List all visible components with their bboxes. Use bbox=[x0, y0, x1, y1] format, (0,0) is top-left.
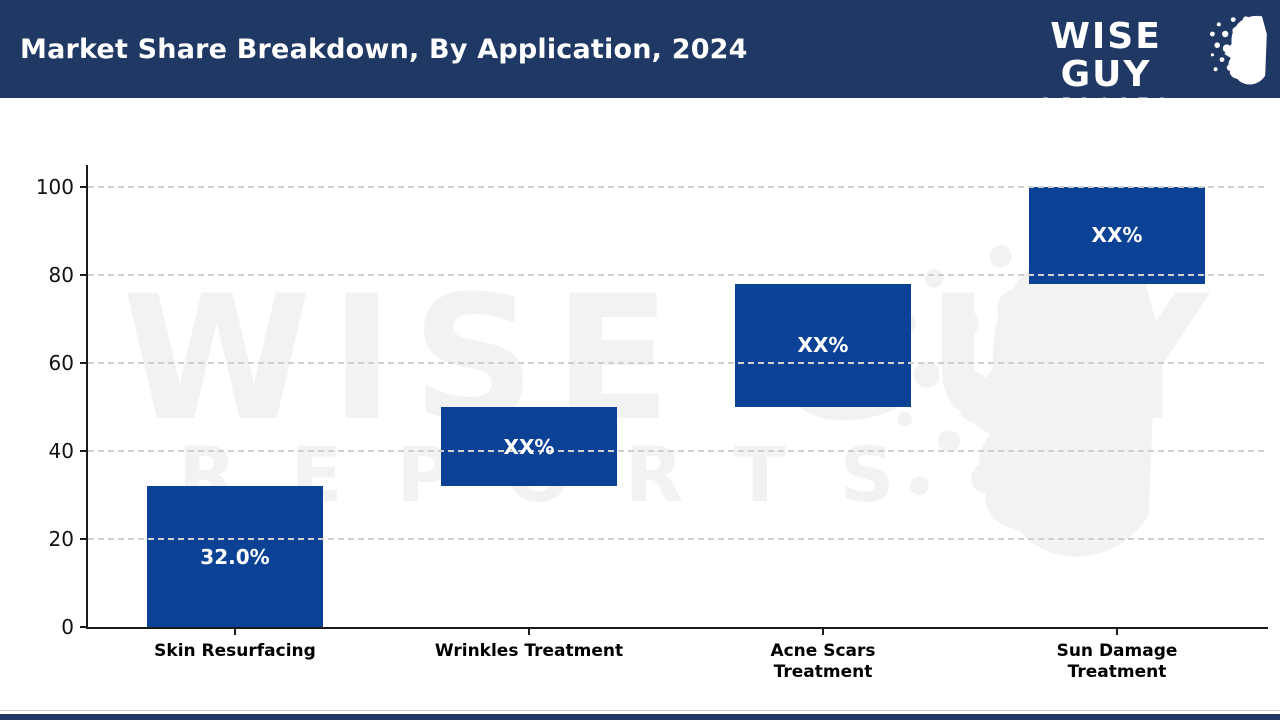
footer-divider bbox=[0, 710, 1280, 711]
gridline-y60 bbox=[88, 362, 1264, 364]
bar-value-label: XX% bbox=[503, 434, 555, 459]
gridline-y40 bbox=[88, 450, 1264, 452]
y-tick bbox=[80, 626, 87, 628]
y-axis-label: 40 bbox=[48, 439, 74, 463]
y-tick bbox=[80, 186, 87, 188]
y-axis-label: 80 bbox=[48, 263, 74, 287]
x-tick bbox=[1116, 627, 1118, 635]
wiseguy-logo: WISE GUY REPORTS bbox=[1010, 8, 1270, 112]
x-tick bbox=[234, 627, 236, 635]
bar-segment bbox=[441, 407, 617, 487]
x-tick bbox=[822, 627, 824, 635]
x-axis-label: Sun Damage Treatment bbox=[1056, 641, 1178, 682]
y-tick bbox=[80, 362, 87, 364]
plot-area: 32.0% Skin Resurfacing XX% Wrinkles Treatme… bbox=[0, 98, 1280, 720]
bar-value-label: XX% bbox=[1091, 223, 1143, 248]
bar-value-label: 32.0% bbox=[200, 544, 270, 569]
y-axis-label: 60 bbox=[48, 351, 74, 375]
y-axis-label: 100 bbox=[35, 175, 74, 199]
y-tick bbox=[80, 450, 87, 452]
logo-wordmark-line2: REPORTS bbox=[1041, 96, 1177, 112]
footer-bar bbox=[0, 714, 1280, 720]
gridline-y20 bbox=[88, 538, 1264, 540]
gridline-y100 bbox=[88, 186, 1264, 188]
logo-wordmark: WISE GUY REPORTS bbox=[1010, 16, 1202, 113]
x-axis-line bbox=[86, 627, 1268, 629]
x-axis-label: Wrinkles Treatment bbox=[434, 641, 624, 661]
y-axis-line bbox=[86, 165, 88, 629]
x-tick bbox=[528, 627, 530, 635]
logo-wordmark-line1: WISE GUY bbox=[1050, 16, 1162, 95]
gridline-y80 bbox=[88, 274, 1264, 276]
bar-value-label: XX% bbox=[797, 333, 849, 358]
bar-segment bbox=[735, 283, 911, 407]
y-tick bbox=[80, 538, 87, 540]
header-bar: Market Share Breakdown, By Application, … bbox=[0, 0, 1280, 112]
x-axis-label: Skin Resurfacing bbox=[154, 641, 316, 661]
y-tick bbox=[80, 274, 87, 276]
y-axis-label: 20 bbox=[48, 527, 74, 551]
x-axis-label: Acne Scars Treatment bbox=[770, 641, 876, 682]
chart-title: Market Share Breakdown, By Application, … bbox=[20, 33, 748, 65]
logo-face-icon bbox=[1210, 15, 1267, 85]
y-axis-label: 0 bbox=[61, 615, 74, 639]
bar-segment bbox=[147, 486, 323, 627]
